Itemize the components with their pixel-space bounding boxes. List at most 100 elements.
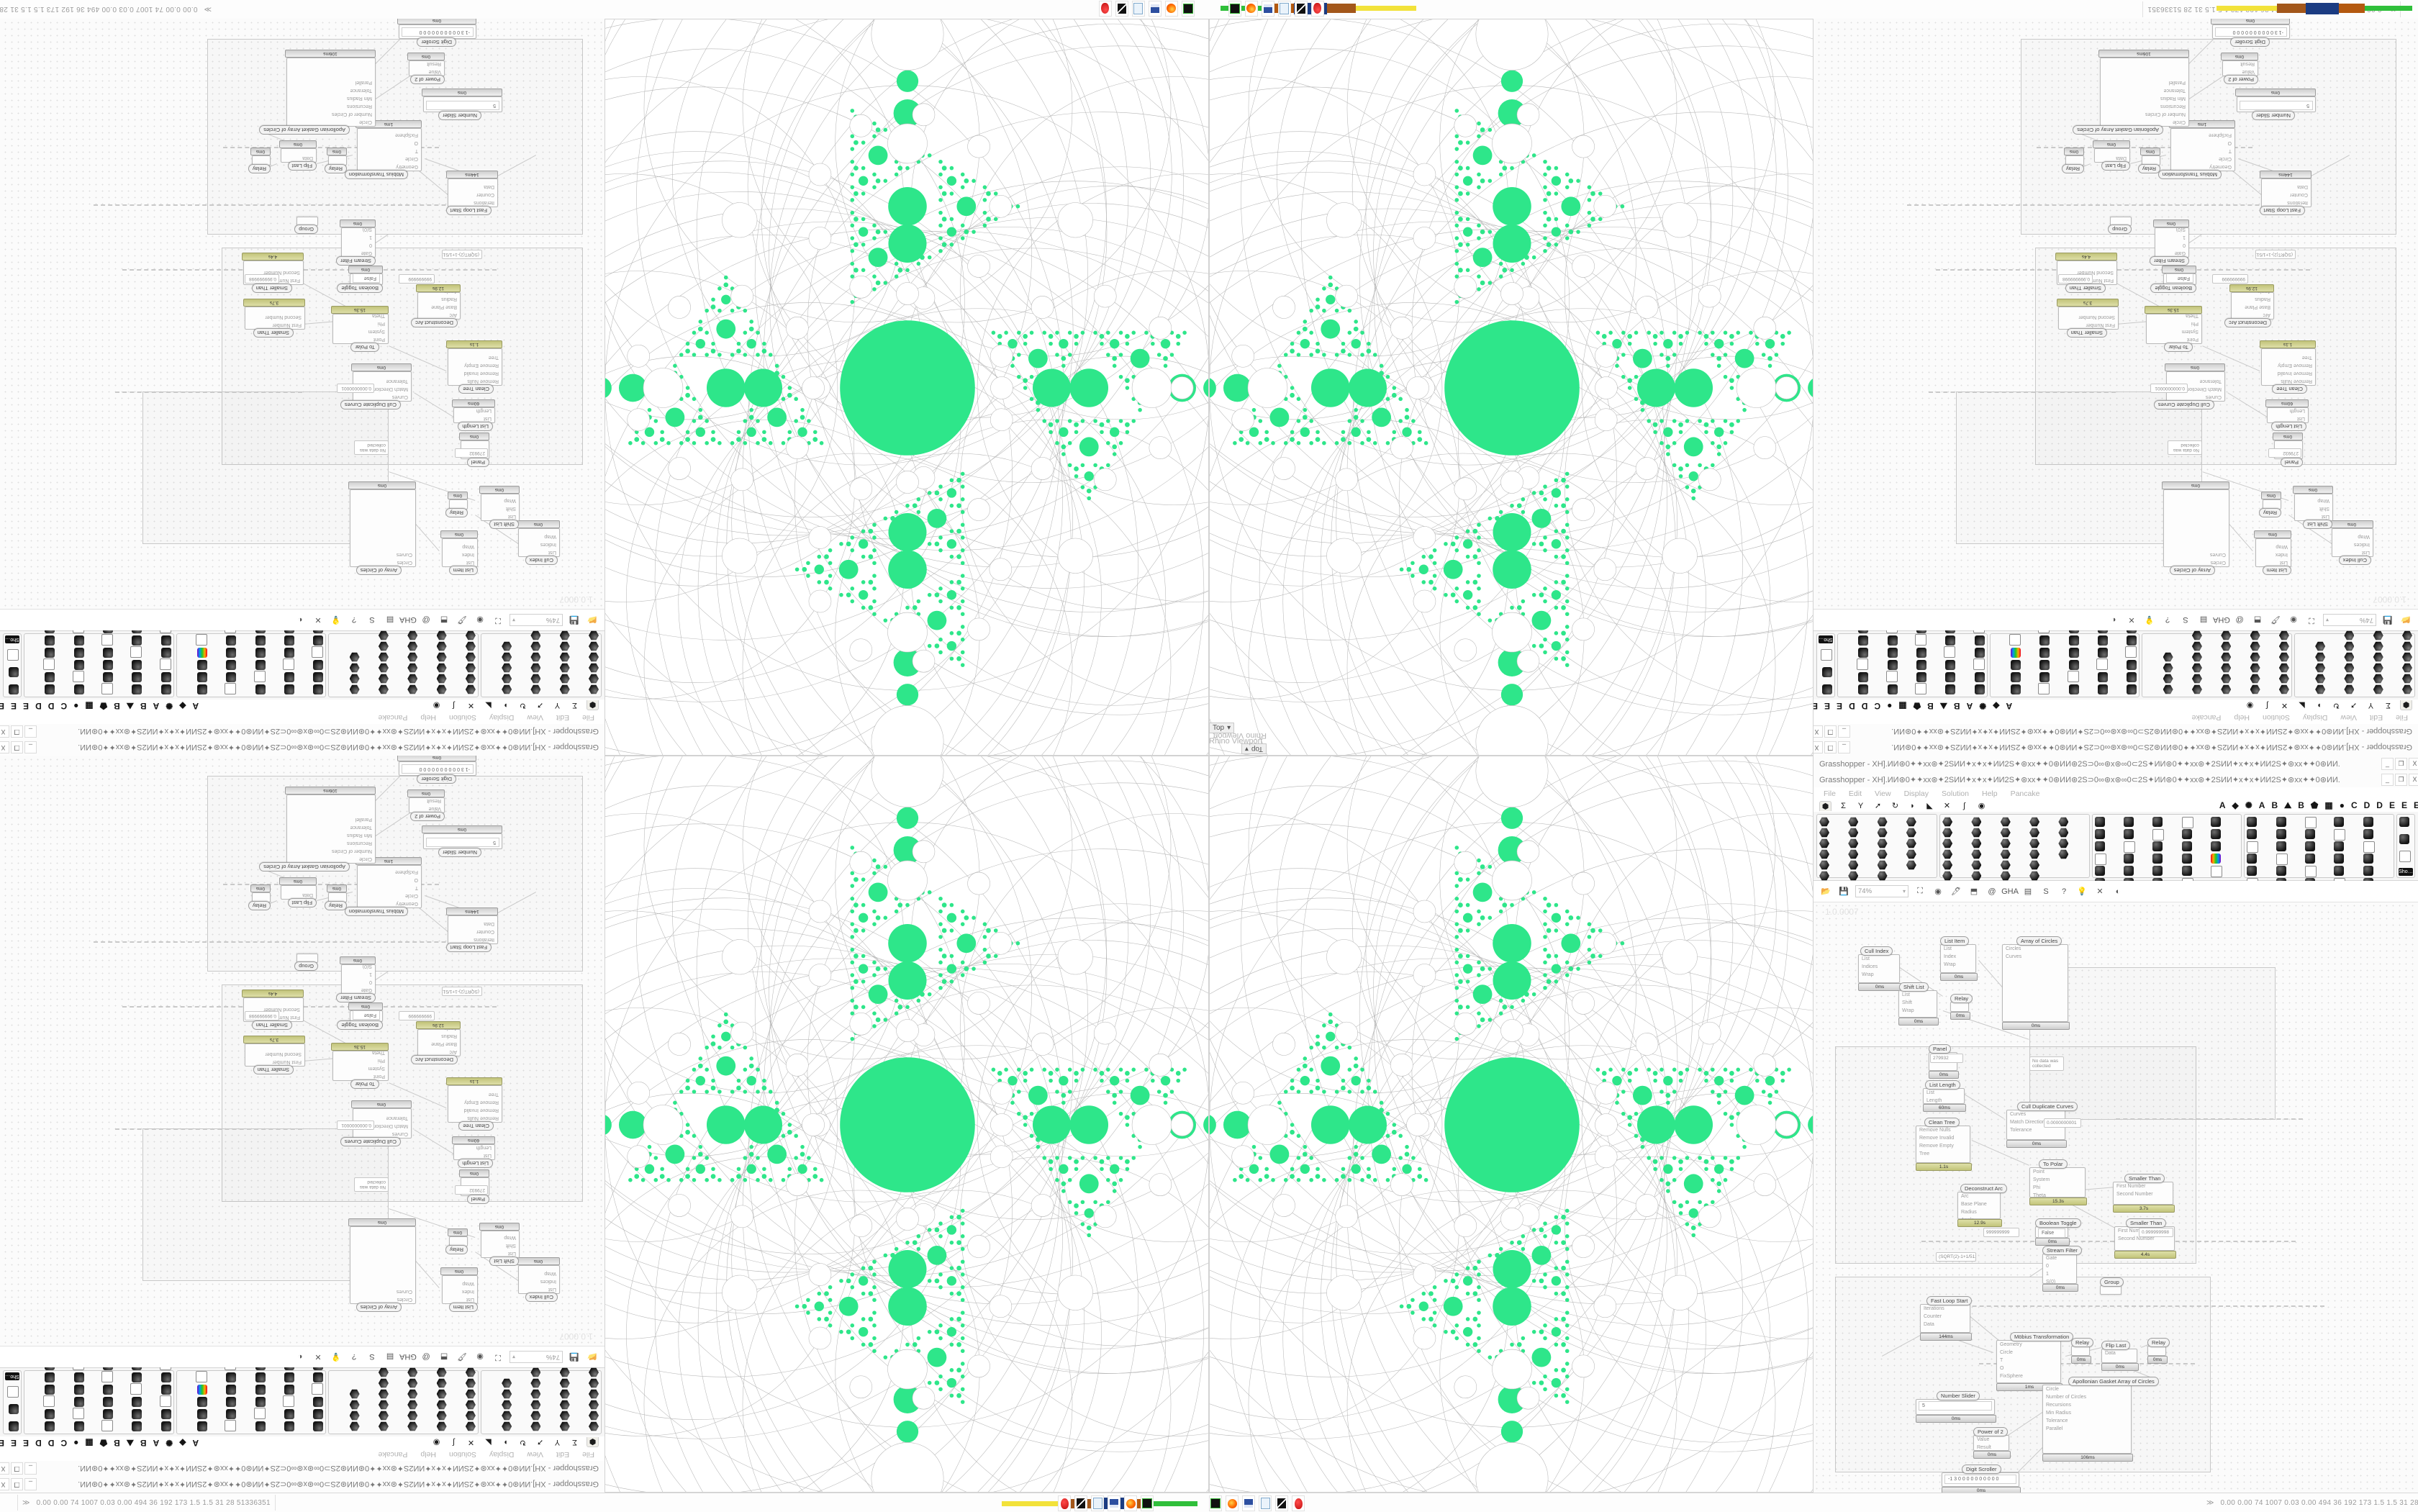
dodo-tab-icon[interactable]: D — [2376, 800, 2383, 810]
chevron-down-icon[interactable]: ▾ — [1902, 888, 1906, 895]
gh-component-nickname[interactable]: Cull Index — [525, 556, 558, 565]
menu-item-pancake[interactable]: Pancake — [378, 1450, 408, 1459]
gh-component-port[interactable]: Recursions — [2046, 1403, 2072, 1408]
component-icon[interactable] — [159, 1395, 171, 1407]
gh-component-nickname[interactable]: Number Slider — [2252, 111, 2295, 120]
gh-component[interactable]: Remove Nulls Remove Invalid Remove Empty Tr… — [448, 1085, 502, 1123]
gh-component-port[interactable]: T — [415, 885, 418, 890]
gh-component-port[interactable]: Tolerance — [2163, 88, 2186, 93]
component-icon[interactable] — [2000, 849, 2011, 859]
gh-component-port[interactable]: Wrap — [462, 544, 474, 549]
gh-component-nickname[interactable]: Power of 2 — [410, 812, 445, 821]
component-icon[interactable] — [1887, 635, 1898, 646]
component-icon[interactable] — [2067, 671, 2079, 682]
tray-icons-d[interactable] — [1209, 1495, 1305, 1511]
gh-component[interactable]: List Length — [2267, 407, 2309, 423]
gh-component[interactable]: Gate 0 1 S(0) — [341, 964, 376, 995]
gh-component-nickname[interactable]: List Item — [2262, 566, 2291, 575]
gh-component-port[interactable]: List — [1902, 992, 1910, 997]
component-icon[interactable] — [2247, 841, 2259, 853]
gh-component-port[interactable]: Recursions — [346, 841, 372, 846]
gh-component[interactable]: List Indices Wrap — [518, 1265, 560, 1294]
gh-component-nickname[interactable]: Relay — [1950, 994, 1973, 1003]
component-icon[interactable] — [560, 1367, 570, 1377]
blender-taskbar-icon-3[interactable] — [1074, 1495, 1087, 1511]
gh-component-port[interactable]: Length — [1926, 1098, 1942, 1103]
component-icon[interactable] — [1942, 828, 1953, 838]
anemone-tab-icon[interactable]: A — [192, 1438, 199, 1448]
component-icon[interactable] — [2096, 658, 2108, 670]
scripting-icon[interactable]: S — [2043, 887, 2049, 896]
gh-component[interactable]: Data — [2101, 1349, 2137, 1363]
menu-item-solution[interactable]: Solution — [449, 713, 476, 723]
gh-component-nickname[interactable]: List Length — [458, 1159, 493, 1168]
component-icon[interactable] — [1945, 660, 1956, 670]
gh-component[interactable]: First Number Second Number — [245, 1044, 305, 1067]
lunchbox-tab-icon[interactable]: ◆ — [2232, 800, 2239, 810]
component-icon[interactable] — [1971, 849, 1982, 859]
params-tab-icon[interactable]: ⬢ — [587, 1437, 599, 1448]
component-icon[interactable] — [560, 1389, 570, 1399]
component-icon[interactable] — [2211, 854, 2222, 864]
gh-component-port[interactable]: Second Number — [265, 1051, 302, 1056]
gh-component[interactable]: List Length — [453, 1144, 495, 1160]
maths-tab-icon[interactable]: Σ — [572, 701, 577, 710]
gh-component-port[interactable]: Remove Invalid — [1919, 1136, 1955, 1141]
component-icon[interactable] — [2000, 817, 2011, 827]
component-icon[interactable] — [103, 660, 113, 670]
gh-component-nickname[interactable]: Möbius Transformation — [344, 170, 408, 179]
gh-component-nickname[interactable]: List Item — [448, 566, 478, 575]
gh-component-nickname[interactable]: Smaller Than — [2126, 1218, 2167, 1228]
minimize-button[interactable]: _ — [24, 741, 37, 754]
gh-component-nickname[interactable]: Stream Filter — [2042, 1246, 2082, 1255]
rhino-titlebar[interactable]: Grasshopper - XH].ИИ⊛0✦✦xx⊛✦2SИИ✦x✦x✦ИИ2… — [1814, 739, 2418, 756]
gh-component-port[interactable]: Radius — [2255, 296, 2270, 302]
gh-component[interactable] — [2147, 1346, 2166, 1356]
component-icon[interactable] — [284, 1385, 294, 1395]
elefront2-tab-icon[interactable]: E — [11, 1438, 17, 1448]
bifocals-tab-icon[interactable]: B — [2298, 800, 2304, 810]
save-taskbar-icon-2[interactable] — [1149, 1, 1162, 17]
component-icon[interactable] — [589, 1367, 599, 1377]
dodo-tab-icon[interactable]: D — [35, 701, 42, 711]
gh-component-nickname[interactable]: Relay — [2147, 1338, 2170, 1347]
component-icon[interactable] — [73, 635, 84, 646]
gh-component-nickname[interactable]: Smaller Than — [2066, 328, 2107, 338]
gh-panel-value[interactable]: 0.999999998 — [2139, 1228, 2173, 1237]
gh-component-port[interactable]: Shift — [505, 506, 516, 511]
gh-component-port[interactable]: Index — [2275, 552, 2288, 557]
component-icon[interactable] — [350, 663, 360, 673]
firefox-taskbar-icon-4[interactable] — [1226, 1495, 1239, 1511]
menu-item-edit[interactable]: Edit — [556, 713, 570, 723]
gh-component-nickname[interactable]: Clean Tree — [2272, 384, 2307, 394]
component-icon[interactable] — [2250, 674, 2260, 684]
gh-panel-value[interactable]: 999999999 — [1983, 1228, 2019, 1237]
metahopper-icon[interactable] — [7, 648, 19, 661]
ribbon-panel-geometry[interactable]: Geometry✚ — [2294, 623, 2415, 697]
gh-component-nickname[interactable]: Smaller Than — [253, 328, 294, 338]
menu-item-pancake[interactable]: Pancake — [2191, 713, 2222, 723]
component-icon[interactable] — [2315, 684, 2325, 694]
component-icon[interactable] — [1887, 648, 1898, 658]
gh-component-port[interactable]: Curves — [396, 1289, 412, 1294]
gh-component-port[interactable]: Phi — [377, 1058, 385, 1063]
component-icon[interactable] — [530, 1421, 540, 1431]
gh-component-port[interactable]: Wrap — [1902, 1008, 1914, 1013]
component-icon[interactable] — [2305, 829, 2315, 839]
metahopper-icon[interactable] — [7, 1385, 19, 1398]
gh-component[interactable]: Gate 0 1 S(0) — [2042, 1254, 2077, 1285]
component-ribbon[interactable]: Geometry✚Primitive✚Input✚Util✚ Sho… — [0, 1352, 604, 1436]
extra-tab-icon[interactable]: E — [0, 700, 4, 711]
component-icon[interactable] — [72, 671, 84, 682]
gh-component-nickname[interactable]: List Length — [458, 422, 493, 431]
gh-component[interactable]: Geometry Circle T O FixSphere — [357, 128, 422, 171]
transform-tab-icon[interactable]: ʃ — [1963, 801, 1965, 810]
component-icon[interactable] — [530, 1378, 540, 1388]
overflow-title[interactable]: Sho… — [5, 1372, 20, 1380]
gh-component[interactable]: List Indices Wrap — [518, 528, 560, 557]
intersect-tab-icon[interactable]: ✕ — [467, 1438, 475, 1447]
component-icon[interactable] — [2094, 841, 2105, 851]
component-icon[interactable] — [45, 672, 55, 682]
